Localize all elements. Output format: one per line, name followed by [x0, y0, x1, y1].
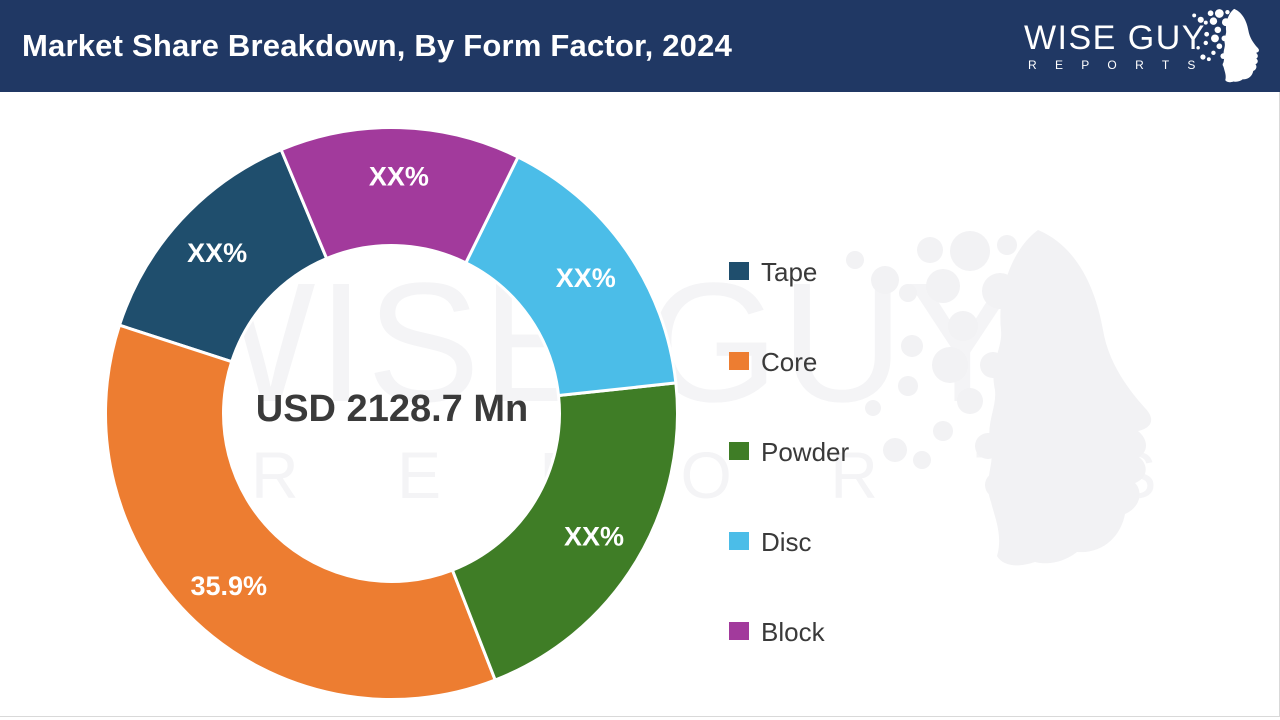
legend-swatch-block	[729, 622, 749, 640]
legend-item-core: Core	[729, 347, 849, 377]
slice-label-disc: XX%	[556, 263, 616, 293]
legend-label-powder: Powder	[761, 437, 850, 467]
logo-wordmark: WISE GUY	[1023, 19, 1206, 57]
slice-label-powder: XX%	[564, 522, 624, 552]
slice-block	[279, 126, 520, 265]
legend-label-block: Block	[761, 617, 825, 647]
logo-text: WISE GUY R E P O R T S	[1024, 20, 1206, 72]
donut-chart: XX% 35.9% XX% XX% XX%	[104, 126, 679, 701]
legend-item-disc: Disc	[729, 527, 849, 557]
watermark-face-icon	[846, 230, 1152, 566]
legend-label-disc: Disc	[761, 527, 812, 557]
slice-label-block: XX%	[369, 162, 429, 192]
legend-item-block: Block	[729, 617, 849, 647]
slice-powder	[450, 381, 679, 682]
slice-core	[104, 323, 497, 701]
chart-center-value: USD 2128.7 Mn	[255, 388, 529, 430]
legend-label-tape: Tape	[761, 257, 818, 287]
legend-swatch-core	[729, 352, 749, 370]
legend-label-core: Core	[761, 347, 818, 377]
legend: Tape Core Powder Disc Block	[729, 257, 849, 707]
slice-label-core: 35.9%	[190, 571, 267, 601]
slice-label-tape: XX%	[187, 238, 247, 268]
legend-swatch-powder	[729, 442, 749, 460]
slice-disc	[464, 155, 678, 398]
page-title: Market Share Breakdown, By Form Factor, …	[22, 28, 733, 63]
legend-swatch-disc	[729, 532, 749, 550]
bottom-divider	[0, 716, 1280, 717]
legend-item-tape: Tape	[729, 257, 849, 287]
wise-guy-logo: WISE GUY R E P O R T S	[1024, 8, 1262, 83]
header: Market Share Breakdown, By Form Factor, …	[0, 0, 1280, 92]
legend-swatch-tape	[729, 262, 749, 280]
logo-subtitle: R E P O R T S	[1027, 58, 1203, 72]
legend-item-powder: Powder	[729, 437, 849, 467]
face-logo-icon	[1192, 8, 1259, 82]
